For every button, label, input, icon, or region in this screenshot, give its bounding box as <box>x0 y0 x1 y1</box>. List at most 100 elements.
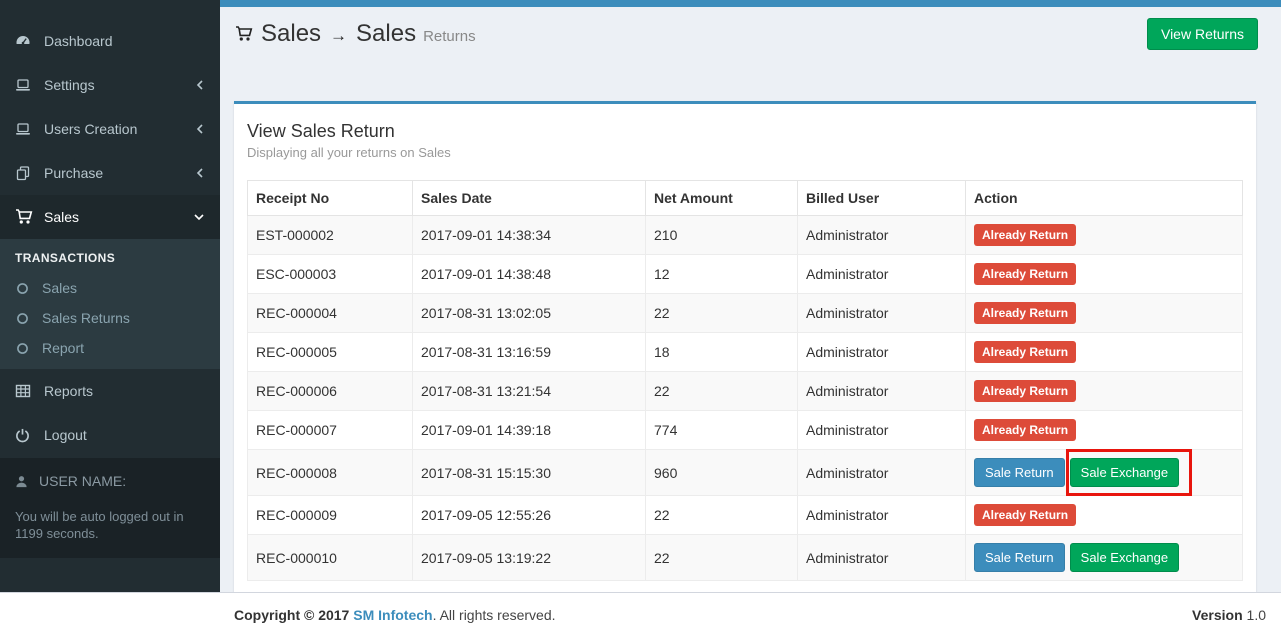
sidebar-item-users-creation[interactable]: Users Creation <box>0 107 220 151</box>
cell-sales-date: 2017-09-01 14:39:18 <box>413 411 646 450</box>
cell-action: Sale ReturnSale Exchange <box>966 535 1243 581</box>
sidebar-menu: DashboardSettingsUsers Creation Purchase S… <box>0 0 220 239</box>
company-link[interactable]: SM Infotech <box>353 607 432 623</box>
already-return-badge: Already Return <box>974 263 1076 285</box>
sale-return-button[interactable]: Sale Return <box>974 543 1065 572</box>
sidebar-item-purchase[interactable]: Purchase <box>0 151 220 195</box>
annotated-action: Sale Exchange <box>1070 458 1184 487</box>
cell-net-amount: 774 <box>646 411 798 450</box>
page-title: Sales → Sales Returns <box>235 20 1266 48</box>
view-returns-button[interactable]: View Returns <box>1147 18 1258 50</box>
sale-exchange-button[interactable]: Sale Exchange <box>1070 458 1179 487</box>
submenu-items: Sales Sales Returns Report <box>0 273 220 363</box>
table-row: REC-0000062017-08-31 13:21:5422Administr… <box>248 372 1243 411</box>
sidebar-item-sales[interactable]: Sales <box>0 195 220 239</box>
user-block: USER NAME: You will be auto logged out i… <box>0 458 220 558</box>
table-row: REC-0000092017-09-05 12:55:2622Administr… <box>248 496 1243 535</box>
cell-action: Already Return <box>966 294 1243 333</box>
laptop-icon <box>15 121 35 137</box>
cart-icon <box>235 26 254 42</box>
version-text: Version 1.0 <box>1192 607 1266 623</box>
cell-sales-date: 2017-09-05 13:19:22 <box>413 535 646 581</box>
submenu-item-label: Report <box>42 340 84 356</box>
circle-o-icon <box>16 312 34 325</box>
cell-sales-date: 2017-09-05 12:55:26 <box>413 496 646 535</box>
cell-receipt: REC-000007 <box>248 411 413 450</box>
sidebar-menu-bottom: Reports Logout <box>0 369 220 457</box>
cell-net-amount: 22 <box>646 372 798 411</box>
cell-sales-date: 2017-08-31 13:21:54 <box>413 372 646 411</box>
cell-net-amount: 960 <box>646 450 798 496</box>
chevron-left-icon <box>195 167 205 179</box>
chevron-left-icon <box>195 123 205 135</box>
breadcrumb-arrow-icon: → <box>330 26 347 46</box>
sidebar-item-settings[interactable]: Settings <box>0 63 220 107</box>
user-name-label: USER NAME: <box>39 473 126 489</box>
table-row: EST-0000022017-09-01 14:38:34210Administ… <box>248 216 1243 255</box>
footer: Version 1.0 Copyright © 2017 SM Infotech… <box>0 592 1281 639</box>
sale-return-button[interactable]: Sale Return <box>974 458 1065 487</box>
cell-action: Already Return <box>966 411 1243 450</box>
submenu-item-report[interactable]: Report <box>0 333 220 363</box>
table-row: REC-0000082017-08-31 15:15:30960Administ… <box>248 450 1243 496</box>
cell-action: Already Return <box>966 255 1243 294</box>
cell-sales-date: 2017-09-01 14:38:34 <box>413 216 646 255</box>
submenu-header: TRANSACTIONS <box>0 239 220 273</box>
already-return-badge: Already Return <box>974 380 1076 402</box>
cell-billed-user: Administrator <box>798 411 966 450</box>
already-return-badge: Already Return <box>974 302 1076 324</box>
sales-return-table: Receipt NoSales DateNet AmountBilled Use… <box>247 180 1243 581</box>
cell-receipt: ESC-000003 <box>248 255 413 294</box>
table-row: ESC-0000032017-09-01 14:38:4812Administr… <box>248 255 1243 294</box>
cell-net-amount: 12 <box>646 255 798 294</box>
sidebar-item-reports[interactable]: Reports <box>0 369 220 413</box>
column-header-action: Action <box>966 181 1243 216</box>
sales-return-panel: View Sales Return Displaying all your re… <box>234 101 1256 595</box>
cell-receipt: REC-000009 <box>248 496 413 535</box>
panel-title: View Sales Return <box>247 121 1243 142</box>
column-header-sales-date: Sales Date <box>413 181 646 216</box>
sidebar-item-label: Sales <box>44 209 79 225</box>
cell-sales-date: 2017-08-31 13:16:59 <box>413 333 646 372</box>
breadcrumb-section: Sales <box>356 20 416 48</box>
cell-billed-user: Administrator <box>798 333 966 372</box>
sales-submenu: TRANSACTIONS Sales Sales Returns Report <box>0 239 220 369</box>
cell-action: Already Return <box>966 333 1243 372</box>
cell-action: Already Return <box>966 372 1243 411</box>
breadcrumb-root: Sales <box>261 20 321 48</box>
cell-sales-date: 2017-08-31 15:15:30 <box>413 450 646 496</box>
cell-action: Already Return <box>966 496 1243 535</box>
cell-net-amount: 22 <box>646 294 798 333</box>
panel-subtitle: Displaying all your returns on Sales <box>247 145 1243 160</box>
cell-billed-user: Administrator <box>798 294 966 333</box>
already-return-badge: Already Return <box>974 224 1076 246</box>
cell-receipt: REC-000005 <box>248 333 413 372</box>
sidebar-item-dashboard[interactable]: Dashboard <box>0 19 220 63</box>
copy-icon <box>15 165 35 181</box>
submenu-item-sales-returns[interactable]: Sales Returns <box>0 303 220 333</box>
user-icon <box>15 475 31 488</box>
sidebar-item-logout[interactable]: Logout <box>0 413 220 457</box>
sale-exchange-button[interactable]: Sale Exchange <box>1070 543 1179 572</box>
table-row: REC-0000102017-09-05 13:19:2222Administr… <box>248 535 1243 581</box>
auto-logout-note: You will be auto logged out in 1199 seco… <box>15 508 205 542</box>
submenu-item-label: Sales Returns <box>42 310 130 326</box>
table-row: REC-0000052017-08-31 13:16:5918Administr… <box>248 333 1243 372</box>
sidebar-item-label: Logout <box>44 427 87 443</box>
content-header: Sales → Sales Returns View Returns <box>220 7 1281 61</box>
already-return-badge: Already Return <box>974 341 1076 363</box>
cell-action: Sale ReturnSale Exchange <box>966 450 1243 496</box>
submenu-item-sales[interactable]: Sales <box>0 273 220 303</box>
column-header-receipt-no: Receipt No <box>248 181 413 216</box>
table-header-row: Receipt NoSales DateNet AmountBilled Use… <box>248 181 1243 216</box>
already-return-badge: Already Return <box>974 504 1076 526</box>
cell-net-amount: 210 <box>646 216 798 255</box>
already-return-badge: Already Return <box>974 419 1076 441</box>
sidebar-item-label: Purchase <box>44 165 103 181</box>
column-header-billed-user: Billed User <box>798 181 966 216</box>
cell-billed-user: Administrator <box>798 496 966 535</box>
cell-net-amount: 22 <box>646 535 798 581</box>
cell-receipt: REC-000008 <box>248 450 413 496</box>
circle-o-icon <box>16 282 34 295</box>
copyright-text: Copyright © 2017 <box>234 607 349 623</box>
